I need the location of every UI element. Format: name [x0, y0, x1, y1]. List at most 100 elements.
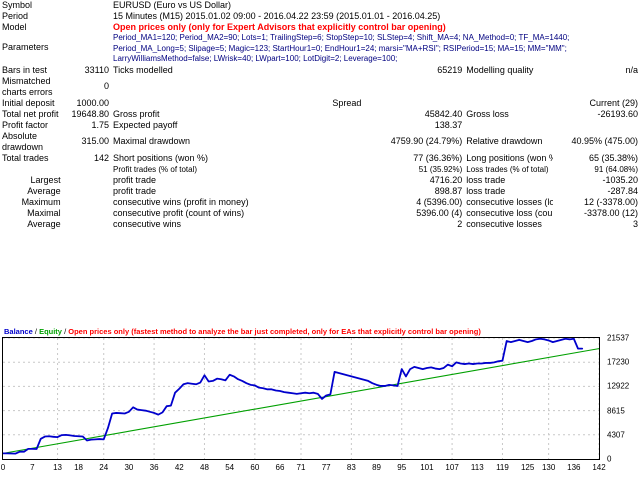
- largest-label: Largest: [30, 174, 61, 185]
- row-maximum-consecutive: Maximum consecutive wins (profit in mone…: [0, 197, 640, 208]
- x-tick-label: 125: [520, 463, 535, 472]
- maximal-consecutive-loss-value: -3378.00 (12): [583, 207, 638, 218]
- x-tick-label: 142: [592, 463, 606, 472]
- chart-legend: Balance / Equity / Open prices only (fas…: [4, 327, 481, 336]
- mismatched-errors-label: Mismatched charts errors: [0, 76, 63, 98]
- row-total-trades: Total trades 142 Short positions (won %)…: [0, 153, 640, 164]
- chart-series-equity: [3, 348, 599, 454]
- total-trades-value: 142: [93, 152, 110, 163]
- parameters-line-3: LarryWilliamsMethod=false; LWrisk=40; LW…: [113, 54, 398, 63]
- relative-drawdown-value: 40.95% (475.00): [571, 135, 638, 146]
- row-drawdown: Absolute drawdown 315.00 Maximal drawdow…: [0, 131, 640, 153]
- expected-payoff-label: Expected payoff: [113, 119, 178, 130]
- absolute-drawdown-value: 315.00: [81, 135, 110, 146]
- y-tick-label: 0: [607, 454, 612, 464]
- legend-separator-1: /: [34, 327, 37, 336]
- avg-consecutive-losses-value: 3: [632, 218, 638, 229]
- total-net-profit-label: Total net profit: [2, 108, 59, 119]
- largest-profit-trade-label: profit trade: [113, 174, 157, 185]
- x-tick-label: 107: [445, 463, 459, 472]
- x-tick-label: 71: [296, 463, 306, 472]
- row-maximal-consecutive: Maximal consecutive profit (count of win…: [0, 208, 640, 219]
- average-label: Average: [27, 185, 61, 196]
- maximal-drawdown-value: 4759.90 (24.79%): [390, 135, 463, 146]
- y-tick-label: 21537: [607, 333, 630, 343]
- x-tick-label: 130: [541, 463, 556, 472]
- chart-svg: [3, 338, 599, 459]
- x-tick-label: 18: [74, 463, 83, 472]
- symbol-value: EURUSD (Euro vs US Dollar): [113, 0, 232, 10]
- maximal-consecutive-profit-value: 5396.00 (4): [416, 207, 463, 218]
- x-tick-label: 83: [346, 463, 356, 472]
- max-consecutive-losses-value: 12 (-3378.00): [583, 196, 638, 207]
- parameters-value: Period_MA1=120; Period_MA2=90; Lots=1; T…: [111, 33, 640, 65]
- avg-consecutive-wins-value: 2: [457, 218, 463, 229]
- largest-profit-trade-value: 4716.20: [429, 174, 463, 185]
- chart-y-axis-labels: 21537 17230 12922 8615 4307 0: [604, 333, 640, 464]
- x-tick-label: 24: [99, 463, 109, 472]
- loss-trades-value: 91 (64.08%): [594, 164, 638, 174]
- modelling-quality-label: Modelling quality: [466, 64, 534, 75]
- y-tick-label: 8615: [607, 406, 625, 416]
- row-parameters: Parameters Period_MA1=120; Period_MA2=90…: [0, 33, 640, 65]
- avg-consecutive-losses-label: consecutive losses: [466, 218, 542, 229]
- period-value: 15 Minutes (M15) 2015.01.02 09:00 - 2016…: [113, 11, 441, 21]
- short-positions-value: 77 (36.36%): [413, 152, 463, 163]
- maximal-drawdown-label: Maximal drawdown: [113, 135, 191, 146]
- x-tick-label: 66: [275, 463, 285, 472]
- maximal-consecutive-profit-label: consecutive profit (count of wins): [113, 207, 245, 218]
- legend-balance-label: Balance: [4, 327, 33, 336]
- short-positions-label: Short positions (won %): [113, 152, 209, 163]
- chart-x-axis-labels: 0 7 13 18 24 30 36 42 48 54 60 66 71 77 83 89 95 101 107 11…: [0, 463, 640, 477]
- maximum-label: Maximum: [21, 196, 61, 207]
- chart-gridlines: [3, 338, 599, 459]
- chart-series-balance: [3, 338, 584, 455]
- x-tick-label: 101: [420, 463, 434, 472]
- row-average: Average profit trade 898.87 loss trade -…: [0, 186, 640, 197]
- x-tick-label: 13: [53, 463, 63, 472]
- y-tick-label: 4307: [607, 430, 625, 440]
- maximal-consecutive-loss-label: consecutive loss (count of losses): [466, 207, 553, 218]
- relative-drawdown-label: Relative drawdown: [466, 135, 543, 146]
- x-tick-label: 42: [174, 463, 184, 472]
- ticks-modelled-value: 65219: [437, 64, 463, 75]
- max-consecutive-wins-value: 4 (5396.00): [416, 196, 463, 207]
- row-average-consecutive: Average consecutive wins 2 consecutive l…: [0, 219, 640, 230]
- loss-trades-label: Loss trades (% of total): [466, 164, 549, 174]
- average2-label: Average: [27, 218, 61, 229]
- row-initial-deposit: Initial deposit 1000.00 Spread Current (…: [0, 98, 640, 109]
- row-profit-factor: Profit factor 1.75 Expected payoff 138.3…: [0, 120, 640, 131]
- gross-loss-label: Gross loss: [466, 108, 509, 119]
- parameters-label: Parameters: [2, 42, 49, 52]
- bars-in-test-value: 33110: [84, 64, 110, 75]
- long-positions-value: 65 (35.38%): [588, 152, 638, 163]
- equity-balance-chart: Balance / Equity / Open prices only (fas…: [0, 325, 640, 480]
- row-period: Period 15 Minutes (M15) 2015.01.02 09:00…: [0, 11, 640, 22]
- backtest-report: Symbol EURUSD (Euro vs US Dollar) Period…: [0, 0, 640, 230]
- profit-trades-label: Profit trades (% of total): [113, 164, 198, 174]
- gross-loss-value: -26193.60: [597, 108, 638, 119]
- legend-separator-2: /: [64, 327, 67, 336]
- x-tick-label: 136: [567, 463, 581, 472]
- x-tick-label: 95: [397, 463, 407, 472]
- y-tick-label: 17230: [607, 357, 630, 367]
- chart-plot-area: [2, 337, 600, 460]
- max-consecutive-wins-label: consecutive wins (profit in money): [113, 196, 249, 207]
- model-label: Model: [2, 22, 27, 32]
- x-tick-label: 89: [372, 463, 381, 472]
- x-tick-label: 113: [470, 463, 484, 472]
- absolute-drawdown-label-line2: drawdown: [2, 141, 44, 152]
- row-largest: Largest profit trade 4716.20 loss trade …: [0, 175, 640, 186]
- ticks-modelled-label: Ticks modelled: [113, 64, 173, 75]
- report-table: Symbol EURUSD (Euro vs US Dollar) Period…: [0, 0, 640, 230]
- row-bars-ticks: Bars in test 33110 Ticks modelled 65219 …: [0, 65, 640, 76]
- y-tick-label: 12922: [607, 381, 630, 391]
- parameters-line-2: Period_MA_Long=5; Slipage=5; Magic=123; …: [113, 43, 567, 53]
- x-tick-label: 119: [496, 463, 509, 472]
- parameters-line-1: Period_MA1=120; Period_MA2=90; Lots=1; T…: [113, 33, 570, 42]
- expected-payoff-value: 138.37: [434, 119, 463, 130]
- x-tick-label: 30: [124, 463, 134, 472]
- legend-equity-label: Equity: [39, 327, 62, 336]
- average-loss-trade-label: loss trade: [466, 185, 506, 196]
- row-profit-loss-trades: Profit trades (% of total) 51 (35.92%) L…: [0, 164, 640, 175]
